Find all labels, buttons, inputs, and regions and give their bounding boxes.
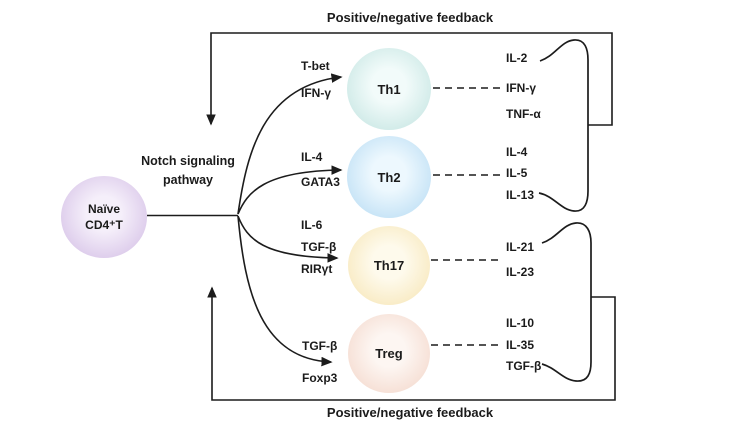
treg-cell-label: Treg [375, 346, 403, 361]
inducer-label-il-4: IL-4 [301, 150, 323, 164]
cytokine-label-il-21: IL-21 [506, 240, 535, 254]
naive-cd4-t-cell-circle: Naïve CD4⁺T [61, 176, 147, 258]
treg-cell-circle: Treg [348, 314, 430, 393]
cytokine-label-tgf-beta: TGF-β [506, 359, 542, 373]
th2-cell-label: Th2 [377, 169, 401, 185]
notch-pathway-label-line2: pathway [162, 173, 213, 187]
inducer-label-gata3: GATA3 [301, 175, 340, 189]
inducer-label-foxp3: Foxp3 [302, 371, 338, 385]
feedback-title-bottom: Positive/negative feedback [326, 405, 494, 420]
th1-cell-circle: Th1 [347, 48, 431, 130]
differentiation-arrow-th1 [237, 73, 343, 215]
feedback-title-top: Positive/negative feedback [326, 10, 494, 25]
th17-cell-label: Th17 [373, 258, 405, 273]
inducer-label-il-6: IL-6 [301, 218, 323, 232]
cytokine-label-ifn-gamma: IFN-γ [506, 81, 536, 95]
th17-cell-circle: Th17 [348, 226, 430, 305]
cytokine-label-il-35: IL-35 [506, 338, 535, 352]
inducer-label-ifn-gamma: IFN-γ [301, 86, 331, 100]
cytokine-label-il-10: IL-10 [506, 316, 535, 330]
notch-pathway-label: Notch signaling pathway [123, 152, 253, 190]
cytokine-label-il-5: IL-5 [506, 166, 528, 180]
feedback-loop-top-line [206, 32, 613, 126]
notch-pathway-label-line1: Notch signaling [141, 154, 235, 168]
cytokine-brace-th17-treg [541, 222, 592, 382]
inducer-label-tgf-beta-th17: TGF-β [301, 240, 337, 254]
differentiation-arrow-th17 [237, 215, 339, 263]
naive-cell-label-line2: CD4⁺T [85, 218, 123, 232]
th2-cell-circle: Th2 [347, 136, 431, 218]
cytokine-label-tnf-alpha: TNF-α [506, 107, 541, 121]
cytokine-label-il-4: IL-4 [506, 145, 528, 159]
feedback-loop-bottom-line [207, 286, 616, 401]
differentiation-arrow-treg [237, 215, 333, 367]
th1-cell-label: Th1 [377, 81, 401, 97]
inducer-label-rir-gamma-t: RIRγt [301, 262, 333, 276]
differentiation-arrow-th2 [237, 165, 343, 215]
cytokine-label-il-13: IL-13 [506, 188, 535, 202]
naive-cell-label-line1: Naïve [87, 202, 121, 216]
inducer-label-t-bet: T-bet [301, 59, 330, 73]
inducer-label-tgf-beta-treg: TGF-β [302, 339, 338, 353]
cytokine-label-il-2: IL-2 [506, 51, 528, 65]
cytokine-brace-th1-th2 [538, 39, 589, 212]
cytokine-label-il-23: IL-23 [506, 265, 535, 279]
